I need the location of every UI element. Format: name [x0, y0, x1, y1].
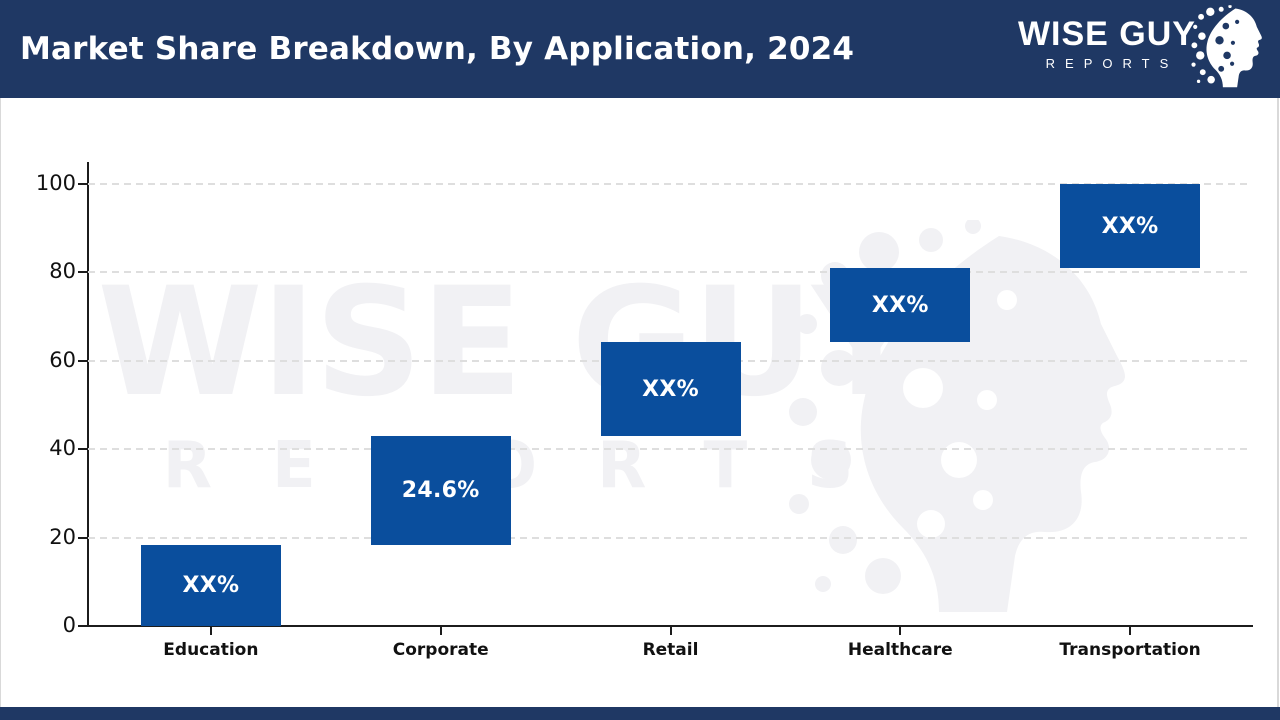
- y-tick-0: [78, 625, 87, 627]
- bar-transportation: XX%: [1060, 184, 1201, 269]
- y-tick-80: [78, 271, 87, 274]
- bar-healthcare: XX%: [830, 268, 971, 343]
- gridline-20: [88, 536, 1252, 539]
- y-tick-label-0: 0: [62, 613, 76, 637]
- y-tick-40: [78, 448, 87, 451]
- brand-logo-text: WISE GUY REPORTS: [1017, 15, 1196, 72]
- bar-retail: XX%: [600, 342, 741, 436]
- x-tick-corporate: [439, 627, 442, 635]
- y-tick-label-80: 80: [49, 259, 76, 284]
- x-tick-label-transportation: Transportation: [1059, 640, 1201, 660]
- bar-label-retail: XX%: [642, 376, 699, 402]
- header-bar: Market Share Breakdown, By Application, …: [0, 0, 1280, 98]
- gridline-80: [88, 271, 1252, 274]
- brand-logo: WISE GUY REPORTS: [1006, 0, 1272, 98]
- bar-label-education: XX%: [182, 572, 240, 598]
- bar-corporate: 24.6%: [370, 435, 511, 545]
- x-tick-label-education: Education: [163, 640, 259, 660]
- x-tick-retail: [669, 627, 672, 635]
- y-tick-label-40: 40: [49, 436, 76, 461]
- card-left-border: [0, 98, 1, 707]
- bar-label-healthcare: XX%: [871, 292, 929, 318]
- y-tick-label-20: 20: [49, 524, 76, 549]
- y-tick-20: [78, 536, 87, 539]
- y-tick-label-60: 60: [49, 347, 76, 372]
- y-axis-spine: [87, 162, 89, 627]
- x-tick-label-healthcare: Healthcare: [847, 640, 953, 660]
- y-tick-label-100: 100: [35, 171, 76, 196]
- x-tick-healthcare: [899, 627, 902, 635]
- page-title: Market Share Breakdown, By Application, …: [20, 31, 855, 67]
- gridline-100: [88, 183, 1252, 186]
- card-right-border: [1277, 98, 1279, 707]
- x-tick-label-corporate: Corporate: [392, 640, 489, 660]
- gridline-40: [88, 448, 1252, 451]
- footer-bar: [0, 707, 1280, 720]
- bar-label-corporate: 24.6%: [401, 477, 480, 503]
- y-tick-60: [78, 359, 87, 362]
- x-tick-transportation: [1129, 627, 1132, 635]
- bar-label-transportation: XX%: [1101, 213, 1159, 239]
- x-axis-spine: [87, 625, 1253, 627]
- brand-logo-line1: WISE GUY: [1017, 15, 1196, 53]
- x-tick-education: [209, 627, 212, 635]
- x-tick-label-retail: Retail: [642, 640, 699, 660]
- brand-logo-line2: REPORTS: [1045, 56, 1179, 72]
- y-tick-100: [78, 183, 87, 186]
- bar-education: XX%: [140, 544, 281, 626]
